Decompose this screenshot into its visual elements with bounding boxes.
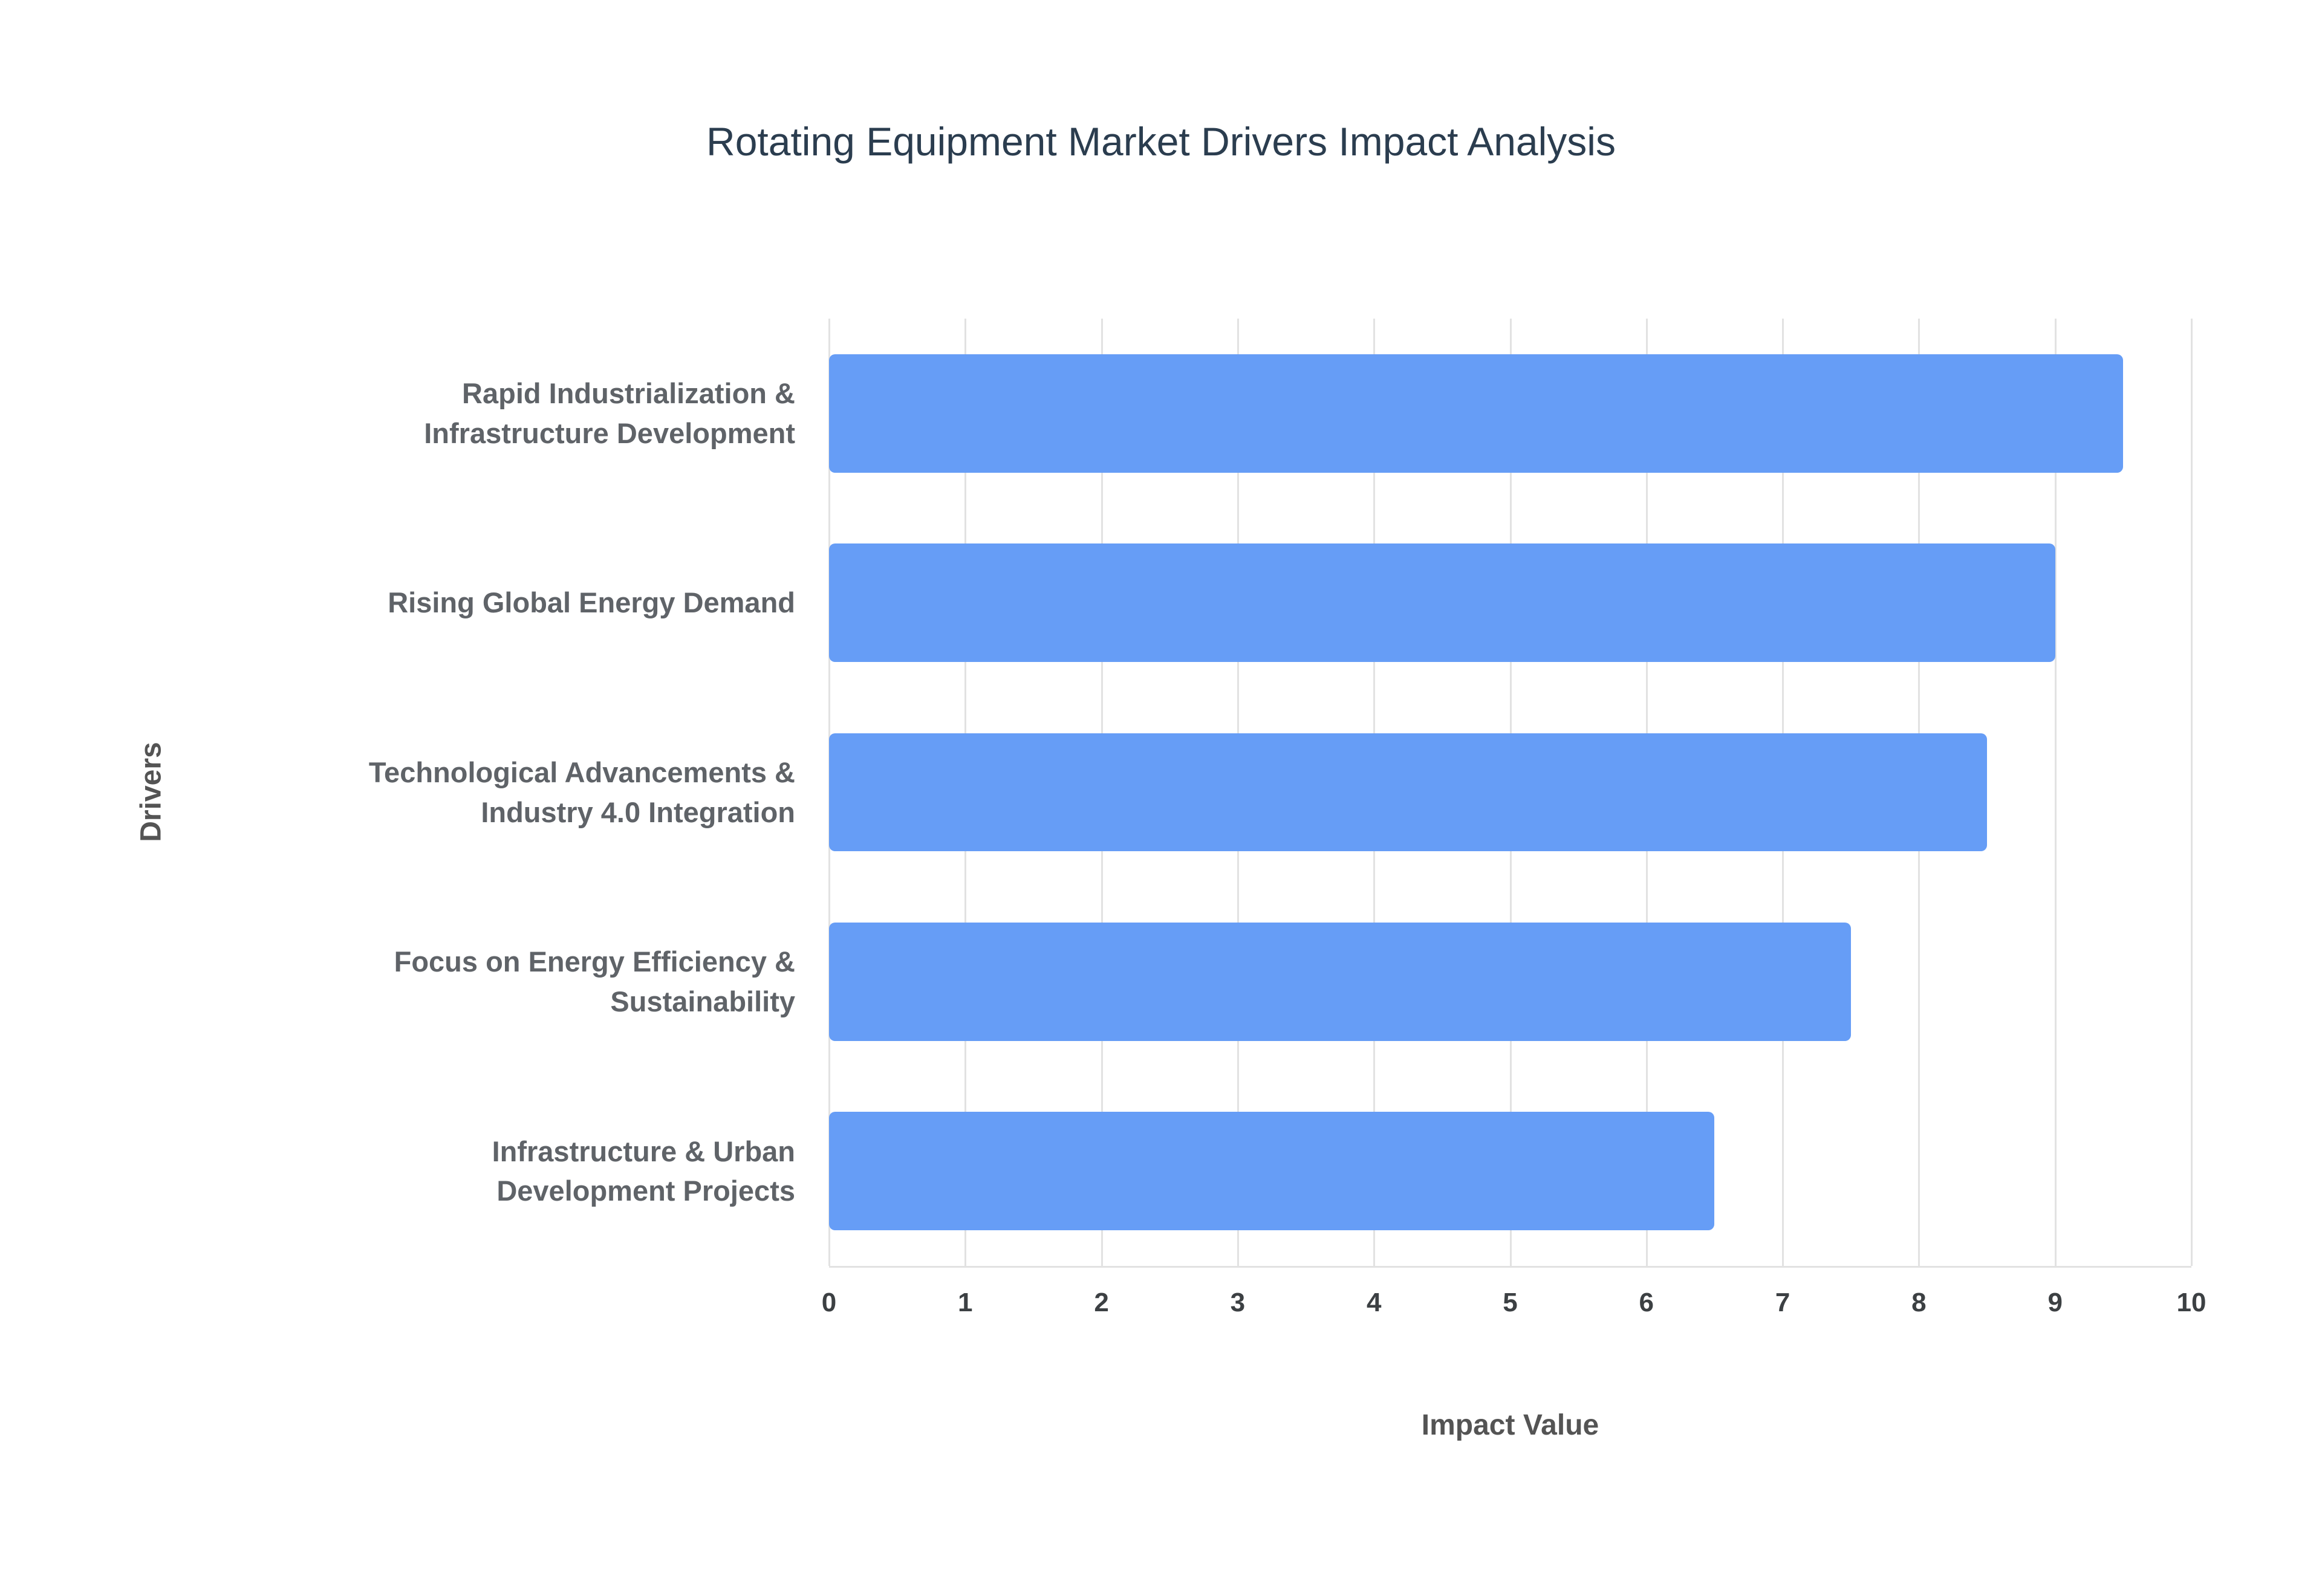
category-label: Rapid Industrialization & Infrastructure… xyxy=(424,377,795,449)
bar-series xyxy=(829,319,2191,1266)
bar[interactable] xyxy=(829,543,2055,663)
bar-row xyxy=(829,508,2191,697)
bar[interactable] xyxy=(829,922,1851,1041)
x-tick-label: 5 xyxy=(1503,1288,1518,1317)
x-tick-label: 0 xyxy=(821,1288,837,1317)
plot-area xyxy=(828,319,2193,1268)
x-tick-label: 1 xyxy=(958,1288,973,1317)
x-tick-label: 7 xyxy=(1775,1288,1790,1317)
grid-line xyxy=(2054,319,2057,1266)
x-tick-label: 2 xyxy=(1094,1288,1109,1317)
bar[interactable] xyxy=(829,1112,1715,1231)
x-tick-label: 9 xyxy=(2047,1288,2063,1317)
x-tick-label: 6 xyxy=(1639,1288,1654,1317)
bar[interactable] xyxy=(829,354,2124,473)
grid-line xyxy=(2191,319,2193,1266)
y-axis-title: Drivers xyxy=(135,742,167,842)
x-tick-label: 4 xyxy=(1366,1288,1382,1317)
x-axis-title: Impact Value xyxy=(1421,1409,1599,1441)
bar-row xyxy=(829,1077,2191,1266)
bar-row xyxy=(829,698,2191,887)
bar-row xyxy=(829,887,2191,1076)
x-tick-label: 3 xyxy=(1230,1288,1246,1317)
x-tick-label: 10 xyxy=(2176,1288,2207,1317)
x-tick-label: 8 xyxy=(1911,1288,1927,1317)
category-label: Technological Advancements & Industry 4.… xyxy=(368,756,795,828)
chart-title: Rotating Equipment Market Drivers Impact… xyxy=(706,119,1616,164)
category-label: Focus on Energy Efficiency & Sustainabil… xyxy=(394,946,795,1017)
bar[interactable] xyxy=(829,733,1988,852)
x-axis-tick-labels: 0 1 2 3 4 5 6 7 8 9 10 xyxy=(822,1288,2207,1330)
category-label: Infrastructure & Urban Development Proje… xyxy=(492,1135,795,1207)
bar-row xyxy=(829,319,2191,508)
category-axis-labels: Rapid Industrialization & Infrastructure… xyxy=(360,319,795,1266)
category-label: Rising Global Energy Demand xyxy=(388,586,795,619)
